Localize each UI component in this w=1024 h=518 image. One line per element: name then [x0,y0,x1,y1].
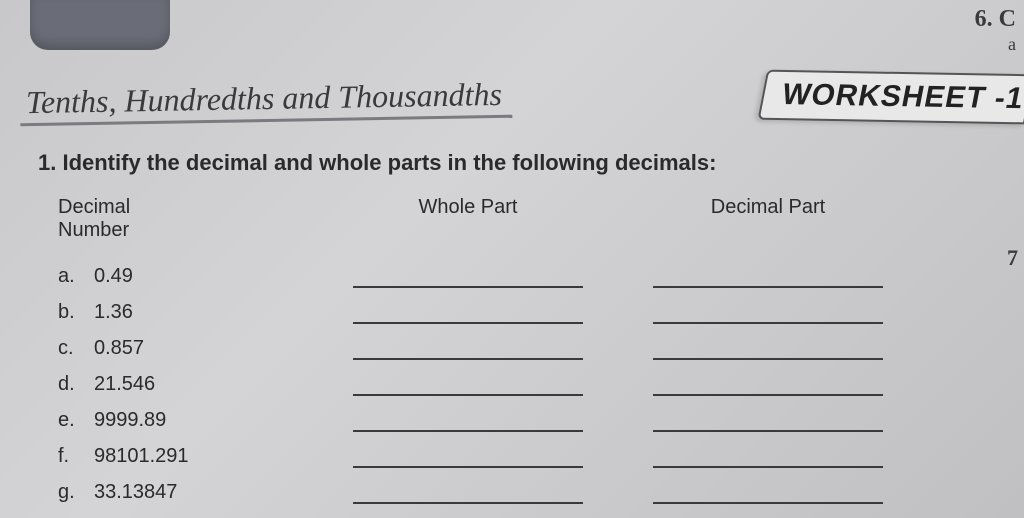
decimal-part-blank[interactable] [653,374,883,396]
whole-part-blank[interactable] [353,482,583,504]
chapter-title: Tenths, Hundredths and Thousandths [20,72,513,127]
row-letter: e. [58,409,94,432]
decimal-part-blank[interactable] [653,410,883,432]
row-letter: f. [58,445,94,468]
whole-part-blank[interactable] [353,266,583,288]
table-headers: Decimal Number Whole Part Decimal Part [58,196,944,242]
header-whole-part: Whole Part [318,196,618,242]
row-value: 1.36 [94,301,318,324]
margin-text-top-sub: a [1008,34,1016,55]
row-letter: d. [58,373,94,396]
row-value: 0.49 [94,265,318,288]
row-letter: g. [58,481,94,504]
table-row: a.0.49 [58,256,944,288]
decimal-part-blank[interactable] [653,338,883,360]
header-number: Number [58,219,318,242]
margin-text-mid: 7 [1007,245,1018,271]
row-letter: b. [58,301,94,324]
decimal-part-blank[interactable] [653,482,883,504]
header-decimal: Decimal [58,196,318,219]
row-letter: c. [58,337,94,360]
decimal-part-blank[interactable] [653,446,883,468]
whole-part-blank[interactable] [353,302,583,324]
table-row: b.1.36 [58,292,944,324]
photo-corner [30,0,170,50]
row-value: 98101.291 [94,445,318,468]
row-value: 33.13847 [94,481,318,504]
worksheet-badge: WORKSHEET -1 [758,70,1024,125]
table-row: g.33.13847 [58,472,944,504]
header-decimal-part: Decimal Part [618,196,918,242]
header-decimal-number: Decimal Number [58,196,318,242]
margin-text-top: 6. C [975,6,1016,33]
table-row: e.9999.89 [58,400,944,432]
row-value: 21.546 [94,373,318,396]
table-row: c.0.857 [58,328,944,360]
whole-part-blank[interactable] [353,446,583,468]
whole-part-blank[interactable] [353,374,583,396]
whole-part-blank[interactable] [353,410,583,432]
question-text: 1. Identify the decimal and whole parts … [38,150,716,176]
whole-part-blank[interactable] [353,338,583,360]
decimal-part-blank[interactable] [653,266,883,288]
worksheet-page: 6. C a 7 Tenths, Hundredths and Thousand… [0,0,1024,518]
table-row: d.21.546 [58,364,944,396]
row-value: 9999.89 [94,409,318,432]
header-row: Tenths, Hundredths and Thousandths WORKS… [20,72,1024,122]
decimal-part-blank[interactable] [653,302,883,324]
row-letter: a. [58,265,94,288]
row-value: 0.857 [94,337,318,360]
table-row: f.98101.291 [58,436,944,468]
